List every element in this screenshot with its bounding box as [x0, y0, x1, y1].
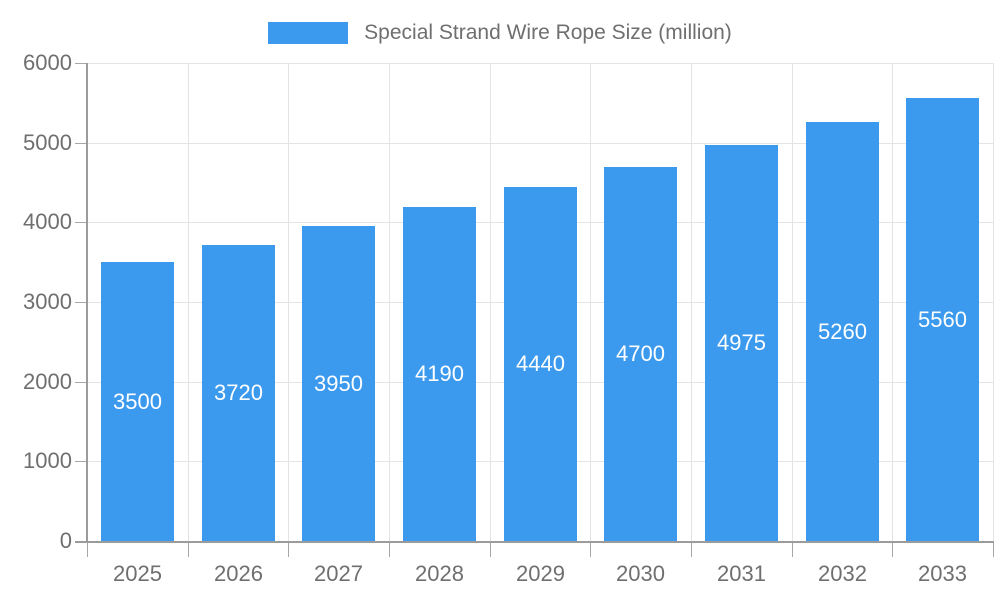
legend[interactable]: Special Strand Wire Rope Size (million): [0, 20, 1000, 46]
bar-value-label: 3950: [314, 370, 363, 396]
bar: 3720: [202, 245, 275, 541]
bar: 4190: [403, 207, 476, 541]
y-axis-tick: [75, 382, 87, 383]
bar-value-label: 4700: [616, 341, 665, 366]
y-axis-line: [86, 63, 88, 541]
x-axis-tick: [691, 541, 692, 557]
bar-value-label: 5260: [818, 318, 867, 344]
x-tick-label: 2028: [415, 561, 464, 586]
bar: 5260: [806, 122, 879, 541]
y-tick-label: 0: [59, 528, 72, 553]
y-tick-label: 3000: [23, 289, 72, 314]
bar-value-label: 3720: [214, 380, 263, 405]
legend-label: Special Strand Wire Rope Size (million): [364, 21, 732, 44]
v-gridline: [288, 63, 289, 541]
v-gridline: [590, 63, 591, 541]
v-gridline: [892, 63, 893, 541]
x-axis-tick: [288, 541, 289, 557]
v-gridline: [188, 63, 189, 541]
h-gridline: [87, 143, 993, 144]
bar: 4440: [504, 187, 577, 541]
x-axis-tick: [490, 541, 491, 557]
h-gridline: [87, 63, 993, 64]
v-gridline: [691, 63, 692, 541]
y-tick-label: 2000: [23, 369, 72, 394]
y-tick-label: 6000: [23, 50, 72, 75]
bar-value-label: 5560: [918, 306, 967, 332]
bar: 3500: [101, 262, 174, 541]
bar: 3950: [302, 226, 375, 541]
x-axis-tick: [892, 541, 893, 557]
bar-value-label: 4440: [516, 351, 565, 376]
x-tick-label: 2033: [918, 561, 967, 586]
x-axis-tick: [993, 541, 994, 557]
y-axis-tick: [75, 143, 87, 144]
v-gridline: [389, 63, 390, 541]
y-axis-tick: [75, 461, 87, 462]
x-tick-label: 2029: [516, 561, 565, 586]
x-axis-tick: [590, 541, 591, 557]
bar-value-label: 4190: [415, 361, 464, 386]
y-axis-tick: [75, 302, 87, 303]
x-tick-label: 2026: [214, 561, 263, 586]
x-tick-label: 2025: [113, 561, 162, 586]
x-axis-line: [75, 541, 994, 543]
legend-swatch: [268, 22, 349, 44]
bar-value-label: 4975: [717, 330, 766, 355]
x-axis-tick: [87, 541, 88, 557]
x-tick-label: 2031: [717, 561, 766, 586]
y-tick-label: 4000: [23, 209, 72, 234]
bar-value-label: 3500: [113, 388, 162, 414]
v-gridline: [490, 63, 491, 541]
x-tick-label: 2032: [818, 561, 867, 586]
v-gridline: [792, 63, 793, 541]
bar: 4700: [604, 167, 677, 541]
x-tick-label: 2030: [616, 561, 665, 586]
y-tick-label: 1000: [23, 448, 72, 473]
x-axis-tick: [188, 541, 189, 557]
y-axis-tick: [75, 222, 87, 223]
bar: 4975: [705, 145, 778, 541]
x-axis-tick: [792, 541, 793, 557]
v-gridline: [993, 63, 994, 541]
y-axis-tick: [75, 63, 87, 64]
x-tick-label: 2027: [314, 561, 363, 586]
y-tick-label: 5000: [23, 130, 72, 155]
x-axis-tick: [389, 541, 390, 557]
bar: 5560: [906, 98, 979, 541]
